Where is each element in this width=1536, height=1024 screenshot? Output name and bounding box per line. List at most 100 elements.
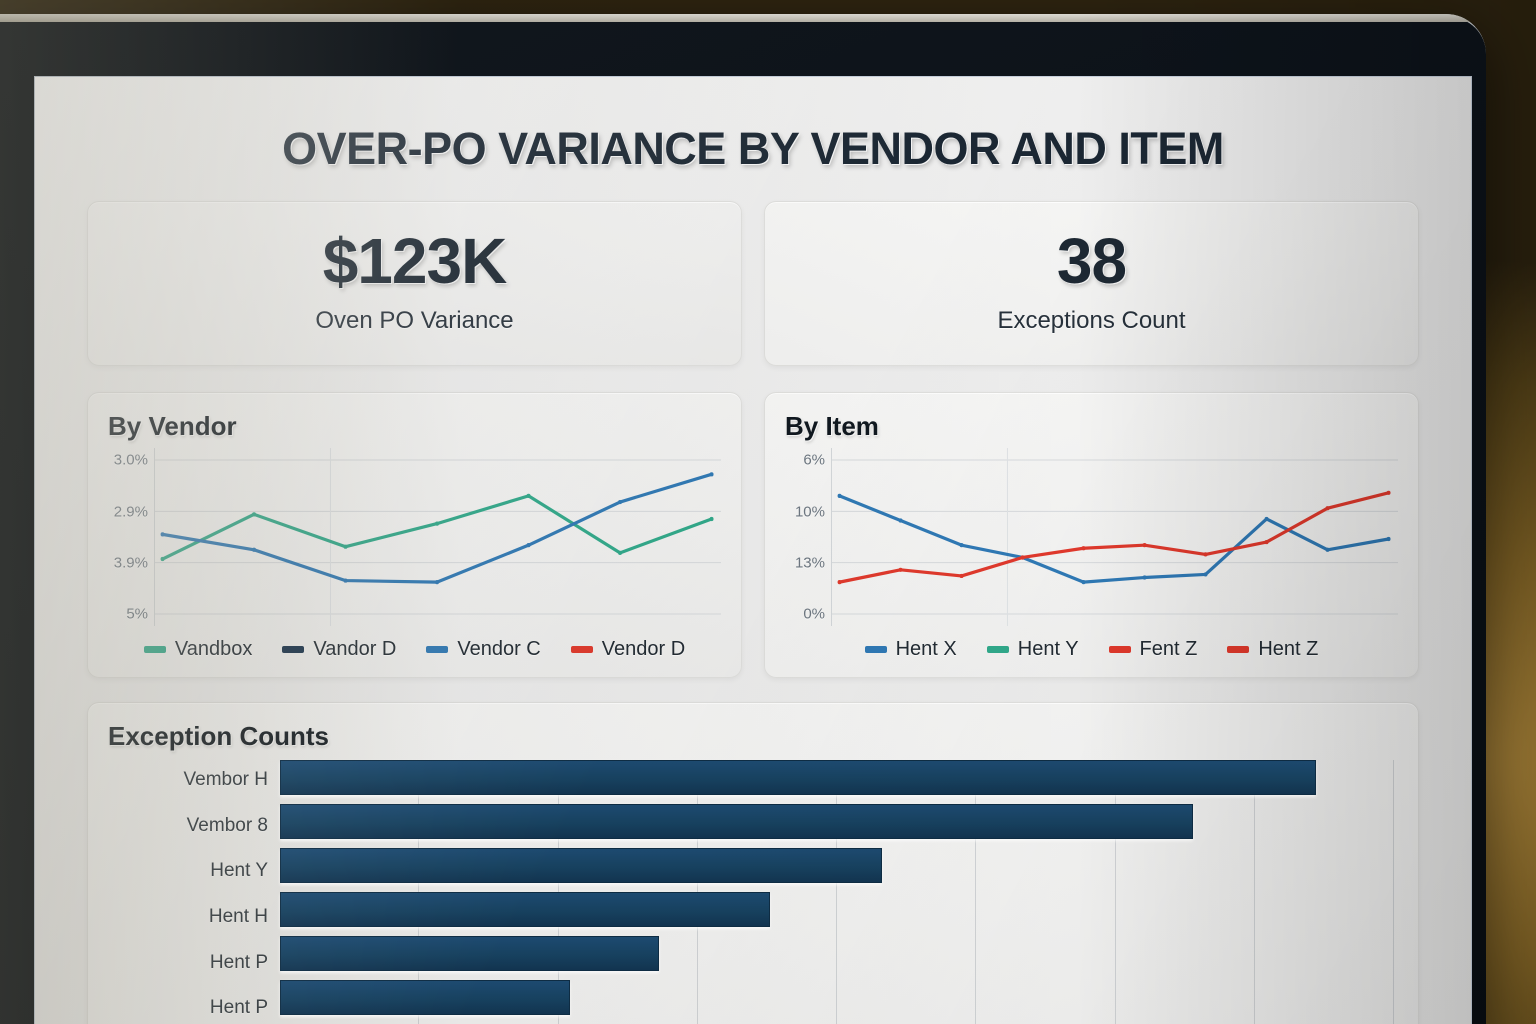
- chart-title: Exception Counts: [108, 721, 330, 752]
- y-tick-label: 3.0%: [113, 451, 148, 469]
- bar-rows: [280, 760, 1394, 1016]
- kpi-card-over-po-variance[interactable]: $123K Oven PO Variance: [87, 201, 742, 367]
- legend-swatch-icon: [986, 646, 1009, 654]
- series-point: [709, 517, 714, 522]
- chart-legend: Vandbox Vandor D Vendor C Vendor D: [108, 638, 721, 665]
- legend-label: Hent X: [895, 638, 957, 661]
- series-point: [959, 574, 964, 579]
- legend-item[interactable]: Hent Y: [986, 638, 1079, 661]
- series-point: [1020, 555, 1025, 560]
- series-point: [252, 512, 257, 517]
- bar[interactable]: [280, 848, 882, 884]
- legend-item[interactable]: Vendor C: [426, 638, 541, 661]
- kpi-value: $123K: [322, 225, 508, 297]
- legend-item[interactable]: Vandbox: [143, 638, 253, 661]
- kpi-value: 38: [1056, 225, 1127, 297]
- laptop-screen: OVER-PO VARIANCE BY VENDOR AND ITEM $123…: [34, 76, 1472, 1024]
- legend-item[interactable]: Vandor D: [282, 638, 396, 661]
- bar-row[interactable]: [280, 848, 1394, 884]
- series-point: [343, 578, 348, 583]
- kpi-label: Exceptions Count: [997, 307, 1186, 335]
- chart-legend: Hent X Hent Y Fent Z Hent Z: [785, 638, 1398, 665]
- line-chart-svg: [832, 448, 1398, 626]
- series-point: [1264, 517, 1269, 522]
- bar[interactable]: [280, 760, 1317, 796]
- y-axis-labels: 3.0% 2.9% 3.9% 5%: [108, 448, 154, 626]
- legend-item[interactable]: Vendor D: [570, 638, 686, 661]
- page-title: OVER-PO VARIANCE BY VENDOR AND ITEM: [282, 123, 1224, 174]
- series-point: [1203, 572, 1208, 577]
- legend-swatch-icon: [1108, 646, 1131, 654]
- series-line: [840, 493, 1389, 582]
- y-axis-labels: 6% 10% 13% 0%: [785, 448, 831, 626]
- series-point: [1142, 543, 1147, 548]
- line-plot-by-item[interactable]: [831, 448, 1398, 627]
- bar-category-label: Vembor H: [183, 769, 268, 791]
- series-point: [959, 543, 964, 548]
- bar-row[interactable]: [280, 760, 1394, 796]
- bar[interactable]: [280, 892, 771, 928]
- bar[interactable]: [280, 804, 1194, 840]
- bar-category-label: Hent P: [209, 997, 268, 1019]
- legend-label: Vandor D: [313, 638, 397, 661]
- line-chart-row: By Vendor 3.0% 2.9% 3.9% 5% Vandbox Vandor D…: [87, 392, 1419, 679]
- chart-card-by-vendor[interactable]: By Vendor 3.0% 2.9% 3.9% 5% Vandbox Vandor D…: [87, 392, 742, 679]
- series-point: [618, 550, 623, 556]
- legend-item[interactable]: Hent Z: [1227, 638, 1318, 661]
- series-point: [1081, 580, 1086, 585]
- dashboard-root: OVER-PO VARIANCE BY VENDOR AND ITEM $123…: [35, 77, 1471, 1024]
- legend-label: Hent Y: [1017, 638, 1079, 661]
- y-tick-label: 10%: [794, 503, 825, 521]
- bar-category-label: Vembor 8: [186, 814, 268, 836]
- bar-category-label: Hent Y: [210, 860, 268, 882]
- bar-category-label: Hent H: [208, 905, 268, 927]
- bar[interactable]: [280, 936, 659, 972]
- series-point: [526, 543, 531, 548]
- series-point: [1386, 490, 1391, 496]
- series-point: [160, 532, 165, 537]
- bar-plot[interactable]: [280, 760, 1394, 1024]
- series-point: [1142, 575, 1147, 580]
- series-point: [618, 500, 623, 505]
- series-point: [1081, 546, 1086, 551]
- bar-row[interactable]: [280, 804, 1394, 840]
- line-chart-svg: [155, 448, 721, 626]
- legend-item[interactable]: Fent Z: [1108, 638, 1198, 661]
- kpi-card-exceptions-count[interactable]: 38 Exceptions Count: [764, 201, 1419, 367]
- line-plot-by-vendor[interactable]: [154, 448, 721, 627]
- series-point: [1203, 552, 1208, 557]
- series-point: [1264, 540, 1269, 545]
- bar-row[interactable]: [280, 936, 1394, 972]
- chart-card-exception-counts[interactable]: Exception Counts Vembor H Vembor 8 Hent Y H…: [87, 702, 1419, 1024]
- series-point: [343, 544, 348, 549]
- series-point: [435, 580, 440, 585]
- legend-label: Hent Z: [1258, 638, 1319, 661]
- legend-swatch-icon: [864, 646, 887, 654]
- series-point: [898, 518, 903, 523]
- legend-swatch-icon: [570, 646, 593, 654]
- series-point: [837, 493, 842, 499]
- bar[interactable]: [280, 980, 570, 1016]
- legend-label: Vendor D: [601, 638, 686, 661]
- chart-card-by-item[interactable]: By Item 6% 10% 13% 0% Hent X Hent Y Fent Z Hen…: [764, 392, 1419, 679]
- chart-title: By Vendor: [108, 411, 237, 442]
- legend-label: Fent Z: [1139, 638, 1198, 661]
- chart-title: By Item: [785, 411, 879, 442]
- kpi-row: $123K Oven PO Variance 38 Exceptions Cou…: [87, 201, 1419, 367]
- series-point: [709, 472, 714, 477]
- series-point: [1386, 537, 1391, 542]
- series-point: [526, 493, 531, 499]
- bar-category-label: Hent P: [209, 951, 268, 973]
- legend-swatch-icon: [426, 646, 449, 654]
- bar-row[interactable]: [280, 980, 1394, 1016]
- legend-swatch-icon: [282, 646, 305, 654]
- bar-row[interactable]: [280, 892, 1394, 928]
- y-tick-label: 13%: [794, 554, 825, 572]
- series-point: [160, 557, 165, 562]
- series-point: [898, 567, 903, 573]
- plot-wrapper: 6% 10% 13% 0%: [785, 448, 1398, 627]
- legend-item[interactable]: Hent X: [864, 638, 957, 661]
- legend-swatch-icon: [143, 646, 166, 654]
- series-point: [1325, 547, 1330, 553]
- legend-label: Vandbox: [174, 638, 253, 661]
